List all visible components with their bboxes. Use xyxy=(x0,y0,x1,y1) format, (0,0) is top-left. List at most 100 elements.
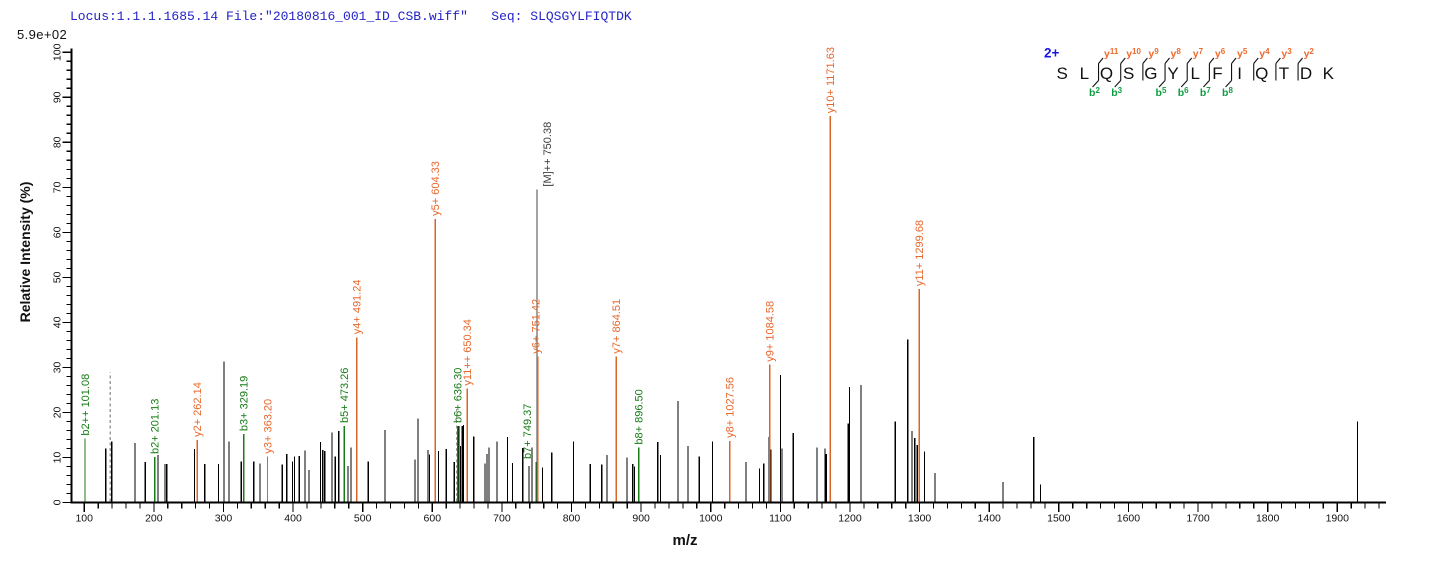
x-tick-label: 1500 xyxy=(1047,513,1071,525)
y-ion-tick xyxy=(1120,57,1126,64)
x-tick-label: 500 xyxy=(354,513,372,525)
y-ion-tick xyxy=(1098,57,1104,64)
y-tick-label: 0 xyxy=(52,499,64,505)
x-tick-label: 400 xyxy=(284,513,302,525)
b-ion-tick xyxy=(1092,80,1099,88)
peak-label: y7+ 864.51 xyxy=(611,299,623,354)
y-ion-tick xyxy=(1164,57,1170,64)
y-ion-label: y2 xyxy=(1304,47,1315,60)
y-tick-label: 20 xyxy=(52,406,64,418)
y-tick-label: 60 xyxy=(52,226,64,238)
y-ion-tick xyxy=(1275,57,1281,64)
peak-label: y8+ 1027.56 xyxy=(725,377,737,438)
y-tick-label: 50 xyxy=(52,271,64,283)
x-tick-label: 100 xyxy=(75,513,93,525)
b-ion-label: b5 xyxy=(1156,86,1167,99)
x-tick-label: 300 xyxy=(215,513,233,525)
y-ion-tick xyxy=(1297,57,1303,64)
x-tick-label: 900 xyxy=(632,513,650,525)
b-ion-tick xyxy=(1202,80,1210,88)
peak-label: y11+ 1299.68 xyxy=(914,220,926,286)
x-tick-label: 800 xyxy=(563,513,581,525)
peak-label: b5+ 473.26 xyxy=(339,368,351,423)
peak-label: b6+ 636.30 xyxy=(452,368,464,423)
y-ion-tick xyxy=(1142,57,1148,64)
peak-label: b2++ 101.08 xyxy=(80,374,92,436)
peak-label: y2+ 262.14 xyxy=(192,382,204,437)
peak-label: b2+ 201.13 xyxy=(149,399,161,454)
peak-labels-group: b2++ 101.08 b2+ 201.13 y2+ 262.14 b3+ 329.1… xyxy=(80,47,926,459)
y-ion-label: y9 xyxy=(1148,47,1159,60)
x-tick-label: 1600 xyxy=(1117,513,1141,525)
b-ion-label: b6 xyxy=(1178,86,1189,99)
y-tick-label: 30 xyxy=(52,361,64,373)
y-ion-tick xyxy=(1208,57,1215,64)
y-tick-label: 40 xyxy=(52,316,64,328)
peak-label: y11++ 650.34 xyxy=(462,319,474,385)
y-ion-label: y4 xyxy=(1259,47,1270,60)
x-axis-title: m/z xyxy=(672,532,697,549)
y-ion-label: y10 xyxy=(1126,47,1141,60)
y-tick-label: 10 xyxy=(52,451,64,463)
y-ion-tick xyxy=(1186,57,1193,64)
b-ion-tick xyxy=(1114,80,1122,88)
y-ion-label: y3 xyxy=(1281,47,1292,60)
peak-label: b8+ 896.50 xyxy=(634,389,646,444)
x-tick-label: 1400 xyxy=(978,513,1002,525)
axes-group: 100 200 300 400 500 600 700 800 900 1000 1100 1200 1… xyxy=(52,43,1386,525)
precursor-charge-label: 2+ xyxy=(1044,46,1060,61)
y-ion-label: y7 xyxy=(1193,47,1204,60)
sequence-residue: F xyxy=(1212,64,1222,83)
y-ion-label: y11 xyxy=(1104,47,1119,60)
intensity-scale-note: 5.9e+02 xyxy=(17,27,68,42)
b-ion-tick xyxy=(1225,80,1232,88)
b-ion-label: b8 xyxy=(1222,86,1233,99)
b-ion-label: b3 xyxy=(1111,86,1122,99)
sequence-residue: S xyxy=(1057,64,1068,83)
peak-label: y4+ 491.24 xyxy=(351,280,363,335)
y-tick-label: 90 xyxy=(52,91,64,103)
sequence-residue: Y xyxy=(1167,64,1178,83)
x-tick-label: 1000 xyxy=(699,513,723,525)
sequence-residue: S xyxy=(1123,64,1134,83)
y-tick-label: 80 xyxy=(52,136,64,148)
x-tick-label: 200 xyxy=(145,513,163,525)
peak-label: y10+ 1171.63 xyxy=(825,47,837,113)
x-tick-label: 700 xyxy=(493,513,511,525)
x-tick-label: 1800 xyxy=(1256,513,1280,525)
x-tick-label: 1200 xyxy=(838,513,862,525)
sequence-residue: K xyxy=(1323,64,1335,83)
peak-label: [M]++ 750.38 xyxy=(542,122,554,187)
peak-label: y5+ 604.33 xyxy=(430,161,442,216)
y-ion-label: y8 xyxy=(1171,47,1182,60)
y-tick-label: 70 xyxy=(52,181,64,193)
peaks-group xyxy=(84,116,1359,502)
y-axis-title: Relative Intensity (%) xyxy=(17,182,33,323)
x-tick-label: 1100 xyxy=(769,513,792,525)
y-ion-label: y5 xyxy=(1237,47,1248,60)
sequence-residue: L xyxy=(1190,64,1199,83)
y-ion-label: y6 xyxy=(1215,47,1226,60)
spectrum-header-text: Locus:1.1.1.1685.14 File:"20180816_001_I… xyxy=(70,9,632,24)
x-tick-label: 1300 xyxy=(908,513,932,525)
peak-label: y9+ 1084.58 xyxy=(764,301,776,362)
x-tick-label: 600 xyxy=(424,513,442,525)
sequence-residue: G xyxy=(1144,64,1157,83)
sequence-residue: Q xyxy=(1255,64,1268,83)
peak-label: b7+ 749.37 xyxy=(522,404,534,459)
sequence-residue: Q xyxy=(1100,64,1113,83)
sequence-residue: D xyxy=(1300,64,1312,83)
b-ion-label: b7 xyxy=(1200,86,1211,99)
x-tick-label: 1700 xyxy=(1186,513,1210,525)
peak-label: y6+ 751.42 xyxy=(531,299,543,354)
sequence-residue: I xyxy=(1237,64,1242,83)
b-ion-tick xyxy=(1158,80,1166,88)
b-ion-tick xyxy=(1180,80,1188,88)
x-tick-label: 1900 xyxy=(1326,513,1350,525)
sequence-residue: T xyxy=(1279,64,1289,83)
sequence-residue: L xyxy=(1080,64,1089,83)
peak-label: b3+ 329.19 xyxy=(239,376,251,431)
